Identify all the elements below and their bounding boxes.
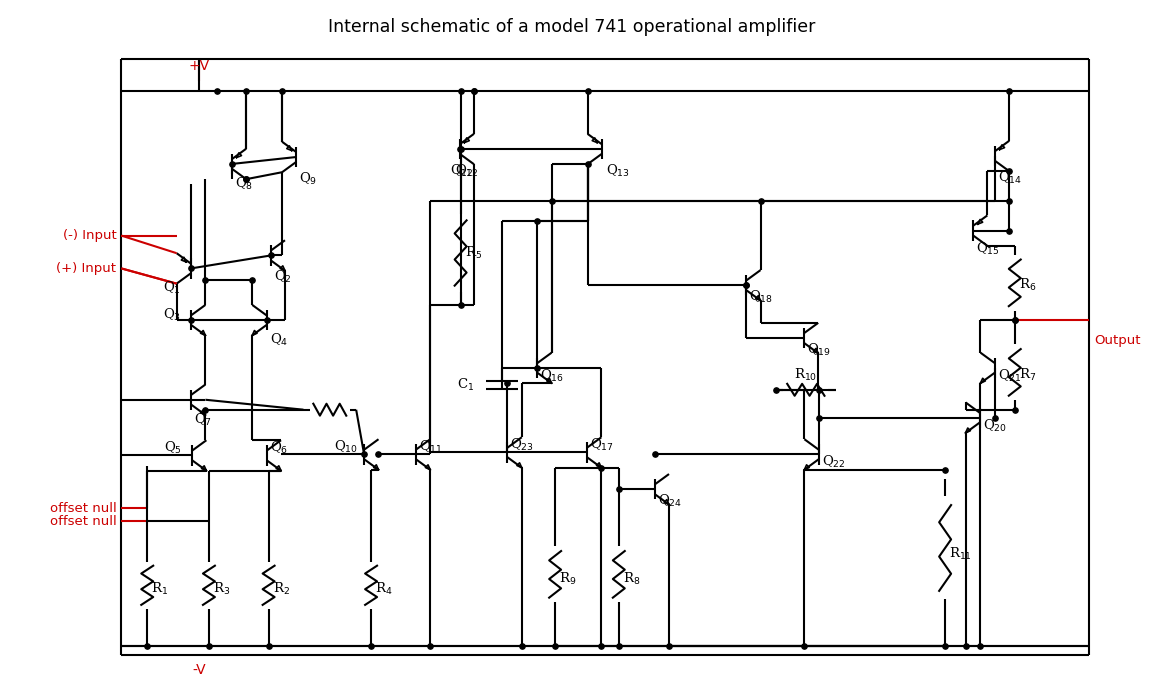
Text: R$_2$: R$_2$: [272, 581, 290, 597]
Text: Internal schematic of a model 741 operational amplifier: Internal schematic of a model 741 operat…: [329, 17, 816, 36]
Text: (+) Input: (+) Input: [56, 262, 116, 275]
Text: R$_4$: R$_4$: [375, 581, 393, 597]
Text: Q$_8$: Q$_8$: [234, 176, 253, 192]
Text: (-) Input: (-) Input: [63, 229, 116, 242]
Text: Q$_1$: Q$_1$: [163, 280, 182, 296]
Text: Q$_{17}$: Q$_{17}$: [589, 436, 614, 452]
Text: Q$_{24}$: Q$_{24}$: [657, 493, 681, 510]
Text: Q$_{13}$: Q$_{13}$: [606, 163, 630, 179]
Text: Q$_2$: Q$_2$: [273, 269, 292, 285]
Text: R$_1$: R$_1$: [152, 581, 168, 597]
Text: Q$_{10}$: Q$_{10}$: [334, 438, 358, 454]
Text: Q$_7$: Q$_7$: [194, 412, 213, 428]
Text: Q$_3$: Q$_3$: [163, 307, 182, 323]
Text: C$_1$: C$_1$: [457, 377, 475, 393]
Text: Q$_{23}$: Q$_{23}$: [510, 436, 534, 452]
Text: Q$_4$: Q$_4$: [270, 332, 288, 348]
Text: +V: +V: [188, 59, 209, 73]
Text: R$_5$: R$_5$: [464, 245, 481, 261]
Text: Q$_{12}$: Q$_{12}$: [449, 163, 473, 179]
Text: Q$_9$: Q$_9$: [300, 171, 317, 187]
Text: Q$_{16}$: Q$_{16}$: [540, 368, 564, 384]
Text: offset null: offset null: [49, 502, 116, 514]
Text: Q$_{11}$: Q$_{11}$: [419, 438, 442, 454]
Text: R$_3$: R$_3$: [213, 581, 230, 597]
Text: Q$_{18}$: Q$_{18}$: [749, 289, 773, 305]
Text: R$_{10}$: R$_{10}$: [794, 367, 817, 383]
Text: R$_9$: R$_9$: [560, 571, 577, 587]
Text: R$_{11}$: R$_{11}$: [949, 546, 972, 562]
Text: Q$_{15}$: Q$_{15}$: [976, 240, 1000, 257]
Text: Q$_{19}$: Q$_{19}$: [807, 342, 831, 358]
Text: R$_7$: R$_7$: [1019, 367, 1036, 383]
Text: Q$_{21}$: Q$_{21}$: [997, 368, 1021, 384]
Text: R$_8$: R$_8$: [623, 571, 640, 587]
Text: Q$_{20}$: Q$_{20}$: [982, 417, 1007, 433]
Text: Q$_{22}$: Q$_{22}$: [822, 454, 846, 470]
Text: Q$_{12}$: Q$_{12}$: [455, 163, 478, 179]
Text: offset null: offset null: [49, 514, 116, 528]
Text: R$_6$: R$_6$: [1019, 278, 1036, 294]
Text: -V: -V: [192, 663, 206, 677]
Text: Q$_5$: Q$_5$: [164, 440, 183, 456]
Text: Q$_6$: Q$_6$: [270, 440, 288, 456]
Text: Q$_{14}$: Q$_{14}$: [997, 170, 1023, 186]
Text: Output: Output: [1094, 333, 1141, 347]
